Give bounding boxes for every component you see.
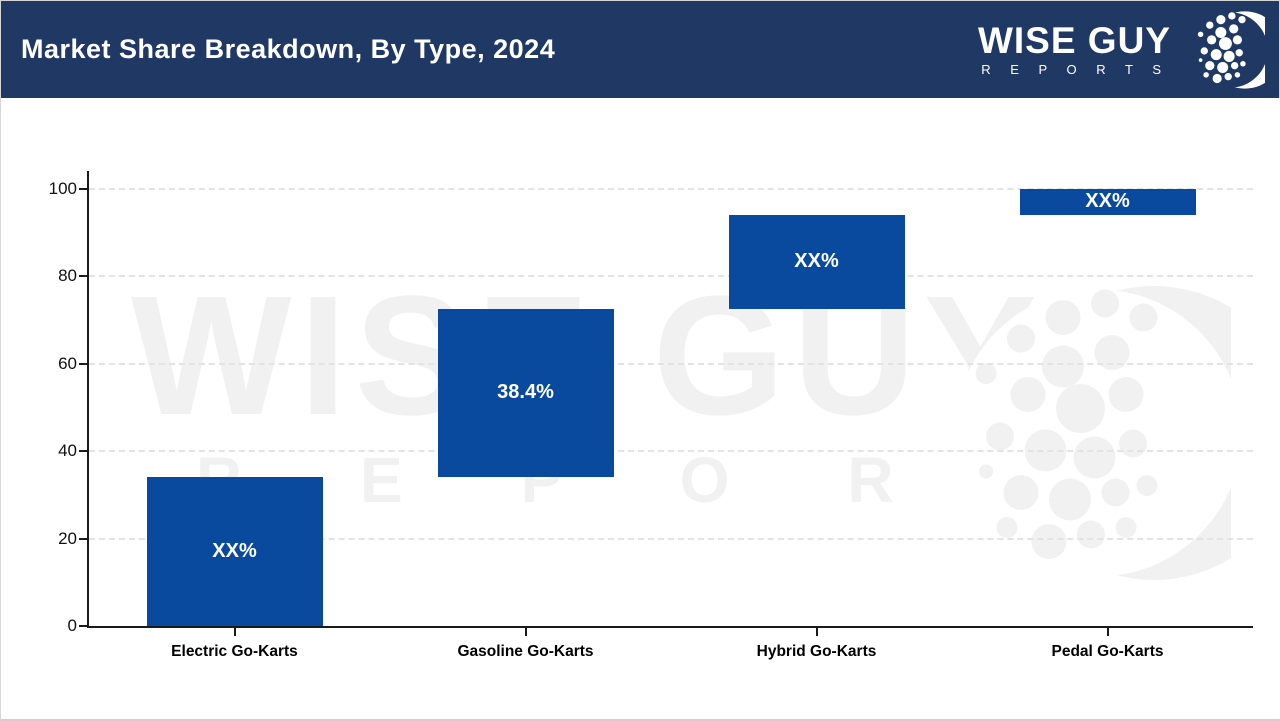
- x-axis-label-gasoline-go-karts: Gasoline Go-Karts: [457, 643, 594, 660]
- gridline-40: [89, 450, 1253, 452]
- bar-hybrid-go-karts: XX%: [728, 214, 905, 309]
- y-tick-label-20: 20: [58, 528, 77, 548]
- gridline-60: [89, 362, 1253, 365]
- y-axis-spine: [87, 171, 89, 628]
- logo-text: WISE GUY R E P O R T S: [978, 22, 1171, 77]
- y-tick-label-60: 60: [58, 353, 77, 373]
- bar-value-label: XX%: [212, 539, 257, 562]
- x-axis-spine: [87, 626, 1253, 628]
- plot: 0 20 40 60 80 100 XX% Electric Go-Karts 38.4% Gas…: [1, 98, 1280, 719]
- y-tick-mark-40: [79, 450, 89, 452]
- y-tick-label-0: 0: [67, 616, 77, 635]
- y-tick-label-80: 80: [58, 266, 77, 285]
- x-tick-mark-electric-go-karts: [233, 628, 236, 636]
- header-banner: Market Share Breakdown, By Type, 2024 WI…: [1, 1, 1279, 98]
- y-tick-mark-80: [79, 275, 89, 277]
- bar-value-label: 38.4%: [497, 381, 554, 404]
- x-axis-label-electric-go-karts: Electric Go-Karts: [171, 643, 298, 660]
- y-tick-mark-20: [79, 537, 89, 540]
- watermark-head-icon: [954, 286, 1231, 580]
- x-axis-label-pedal-go-karts: Pedal Go-Karts: [1051, 643, 1164, 660]
- bar-gasoline-go-karts: 38.4%: [437, 308, 614, 477]
- y-tick-mark-60: [79, 362, 89, 365]
- x-tick-mark-pedal-go-karts: [1106, 628, 1109, 636]
- x-tick-mark-hybrid-go-karts: [815, 628, 818, 636]
- logo-subtitle: R E P O R T S: [981, 62, 1169, 77]
- bar-pedal-go-karts: XX%: [1019, 188, 1196, 215]
- gridline-100: [89, 187, 1253, 190]
- bar-value-label: XX%: [1085, 190, 1130, 213]
- gridline-80: [89, 275, 1253, 277]
- logo-head-icon: [1192, 10, 1265, 89]
- gridline-20: [89, 537, 1253, 540]
- x-axis-label-hybrid-go-karts: Hybrid Go-Karts: [756, 643, 877, 660]
- y-tick-label-100: 100: [48, 178, 77, 198]
- y-tick-mark-0: [79, 625, 89, 627]
- chart-title: Market Share Breakdown, By Type, 2024: [21, 34, 556, 64]
- bar-electric-go-karts: XX%: [146, 476, 323, 626]
- x-tick-mark-gasoline-go-karts: [524, 628, 527, 636]
- y-tick-mark-100: [79, 187, 89, 190]
- wise-guy-logo: WISE GUY R E P O R T S: [978, 6, 1265, 94]
- bar-value-label: XX%: [794, 250, 839, 273]
- y-tick-label-40: 40: [58, 441, 77, 460]
- logo-wordmark: WISE GUY: [977, 20, 1171, 61]
- chart-area: WISE GUY R E P O R T S 0 20 40 60 80 100 XX% El…: [1, 98, 1280, 719]
